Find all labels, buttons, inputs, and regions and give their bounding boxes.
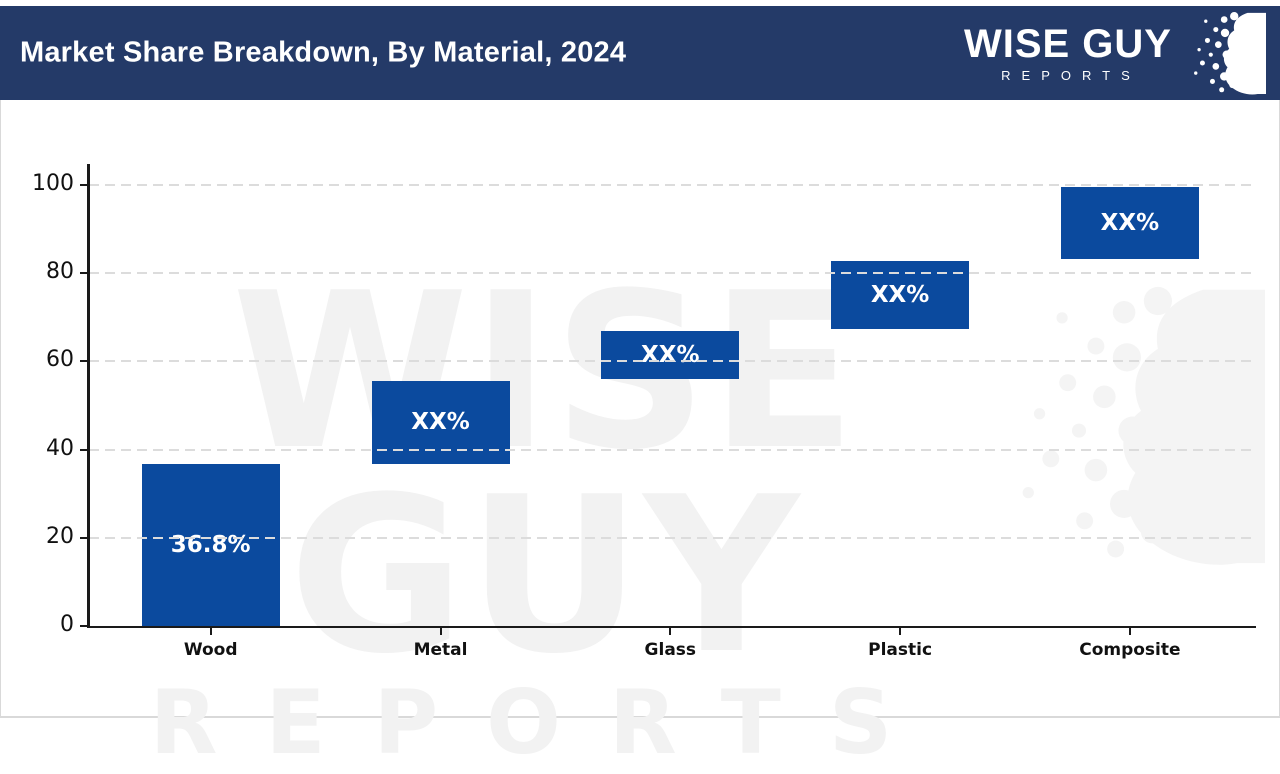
left-frame-line <box>0 100 1 717</box>
logo-wordmark: WISE GUY <box>963 21 1172 66</box>
y-tick-mark <box>80 536 89 539</box>
x-axis-category-label: Composite <box>1079 640 1181 660</box>
logo-text: WISE GUY REPORTS <box>964 24 1172 83</box>
y-axis-line <box>87 164 90 628</box>
y-axis-tick-label: 80 <box>46 259 74 285</box>
logo-subtitle: REPORTS <box>1001 67 1141 83</box>
gridline-60 <box>89 360 1256 363</box>
y-axis-tick-label: 0 <box>60 612 74 637</box>
x-tick-mark <box>439 627 442 635</box>
x-axis-category-label: Wood <box>183 640 238 660</box>
y-axis-tick-label: 20 <box>46 523 74 549</box>
bar-value-label: XX% <box>641 341 700 368</box>
y-tick-mark <box>80 360 89 363</box>
x-axis-category-label: Glass <box>644 640 697 660</box>
wiseguy-logo: WISE GUY REPORTS <box>964 10 1266 96</box>
dotted-face-icon <box>1174 10 1266 96</box>
waterfall-chart: 0 20 40 60 80 100 36.8% Wood XX% Metal XX% Glass XX%… <box>32 164 1256 660</box>
y-tick-mark <box>80 272 89 275</box>
gridline-80 <box>89 272 1256 275</box>
y-tick-mark <box>80 448 89 451</box>
x-tick-mark <box>209 627 212 635</box>
y-tick-mark <box>80 184 89 186</box>
bar-glass: XX% <box>601 330 740 380</box>
bottom-frame-line <box>0 716 1280 718</box>
x-axis-category-label: Plastic <box>868 640 933 660</box>
bar-metal: XX% <box>371 380 510 464</box>
report-page: Market Share Breakdown, By Material, 202… <box>0 6 1280 774</box>
x-tick-mark <box>669 627 672 635</box>
x-axis-line <box>87 625 1256 628</box>
gridline-20 <box>89 536 1256 539</box>
y-axis-tick-label: 100 <box>32 171 74 196</box>
gridline-100 <box>89 184 1256 186</box>
gridline-40 <box>89 448 1256 451</box>
page-title: Market Share Breakdown, By Material, 202… <box>20 36 627 69</box>
x-tick-mark <box>1128 627 1131 635</box>
bar-composite: XX% <box>1060 186 1199 260</box>
y-tick-mark <box>80 625 89 627</box>
y-axis-tick-label: 60 <box>46 347 74 373</box>
header: Market Share Breakdown, By Material, 202… <box>0 6 1280 100</box>
bar-value-label: XX% <box>870 282 930 309</box>
y-axis-tick-label: 40 <box>46 435 74 461</box>
x-axis-category-label: Metal <box>413 640 468 660</box>
bar-value-label: XX% <box>1100 209 1160 236</box>
x-tick-mark <box>899 627 902 635</box>
bar-plastic: XX% <box>831 260 970 330</box>
bar-value-label: XX% <box>411 409 470 436</box>
bar-value-label: 36.8% <box>170 531 251 558</box>
bar-wood: 36.8% <box>141 463 280 626</box>
